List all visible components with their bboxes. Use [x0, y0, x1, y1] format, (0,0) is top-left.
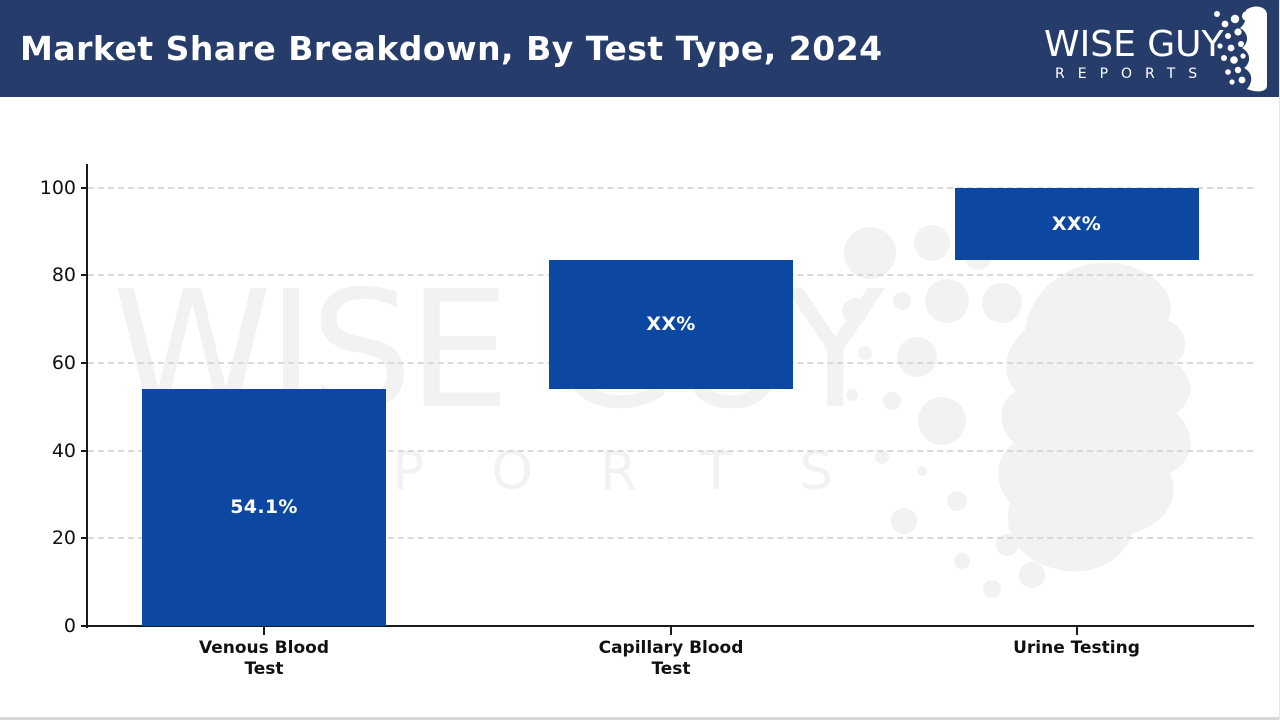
y-gridline-20: [88, 537, 1253, 540]
bottom-border: [0, 717, 1280, 720]
y-tick-mark-20: [81, 537, 88, 540]
chart-title: Market Share Breakdown, By Test Type, 20…: [20, 29, 883, 68]
y-tick-label-60: 60: [51, 351, 76, 374]
bar-urine-testing: XX%: [954, 187, 1199, 260]
bar-capillary-blood-test: XX%: [549, 259, 793, 389]
y-axis-spine: [86, 164, 88, 628]
x-tick-mark-1: [670, 627, 672, 635]
bar-value-label: XX%: [646, 313, 696, 336]
head-silhouette-shape: [998, 262, 1191, 572]
y-tick-label-80: 80: [51, 264, 76, 287]
y-tick-mark-40: [81, 449, 88, 452]
logo-text-line2: REPORTS: [1055, 66, 1210, 82]
y-tick-mark-0: [81, 625, 88, 627]
x-tick-mark-0: [263, 627, 265, 635]
bar-venous-blood-test: 54.1%: [142, 388, 386, 626]
y-tick-label-0: 0: [63, 615, 76, 637]
y-tick-label-100: 100: [39, 176, 76, 199]
bar-value-label: XX%: [1051, 212, 1102, 235]
y-tick-mark-80: [81, 274, 88, 277]
y-tick-mark-100: [81, 186, 88, 189]
x-category-label: Venous Blood Test: [199, 638, 329, 680]
x-category-label: Capillary Blood Test: [598, 638, 744, 680]
logo-text-line1: WISE GUY: [1044, 24, 1225, 65]
x-category-label: Urine Testing: [1013, 638, 1140, 658]
bar-value-label: 54.1%: [230, 496, 298, 519]
y-gridline-40: [88, 449, 1253, 452]
x-axis-spine: [84, 625, 1254, 627]
dotted-head-icon: [1214, 6, 1267, 92]
y-tick-label-40: 40: [51, 439, 76, 462]
y-gridline-100: [88, 186, 1253, 189]
header-banner: Market Share Breakdown, By Test Type, 20…: [0, 0, 1280, 97]
wise-guy-reports-logo: WISE GUY REPORTS: [1044, 6, 1267, 92]
x-tick-mark-2: [1075, 627, 1078, 635]
y-tick-label-20: 20: [51, 527, 76, 550]
y-tick-mark-60: [81, 361, 88, 364]
